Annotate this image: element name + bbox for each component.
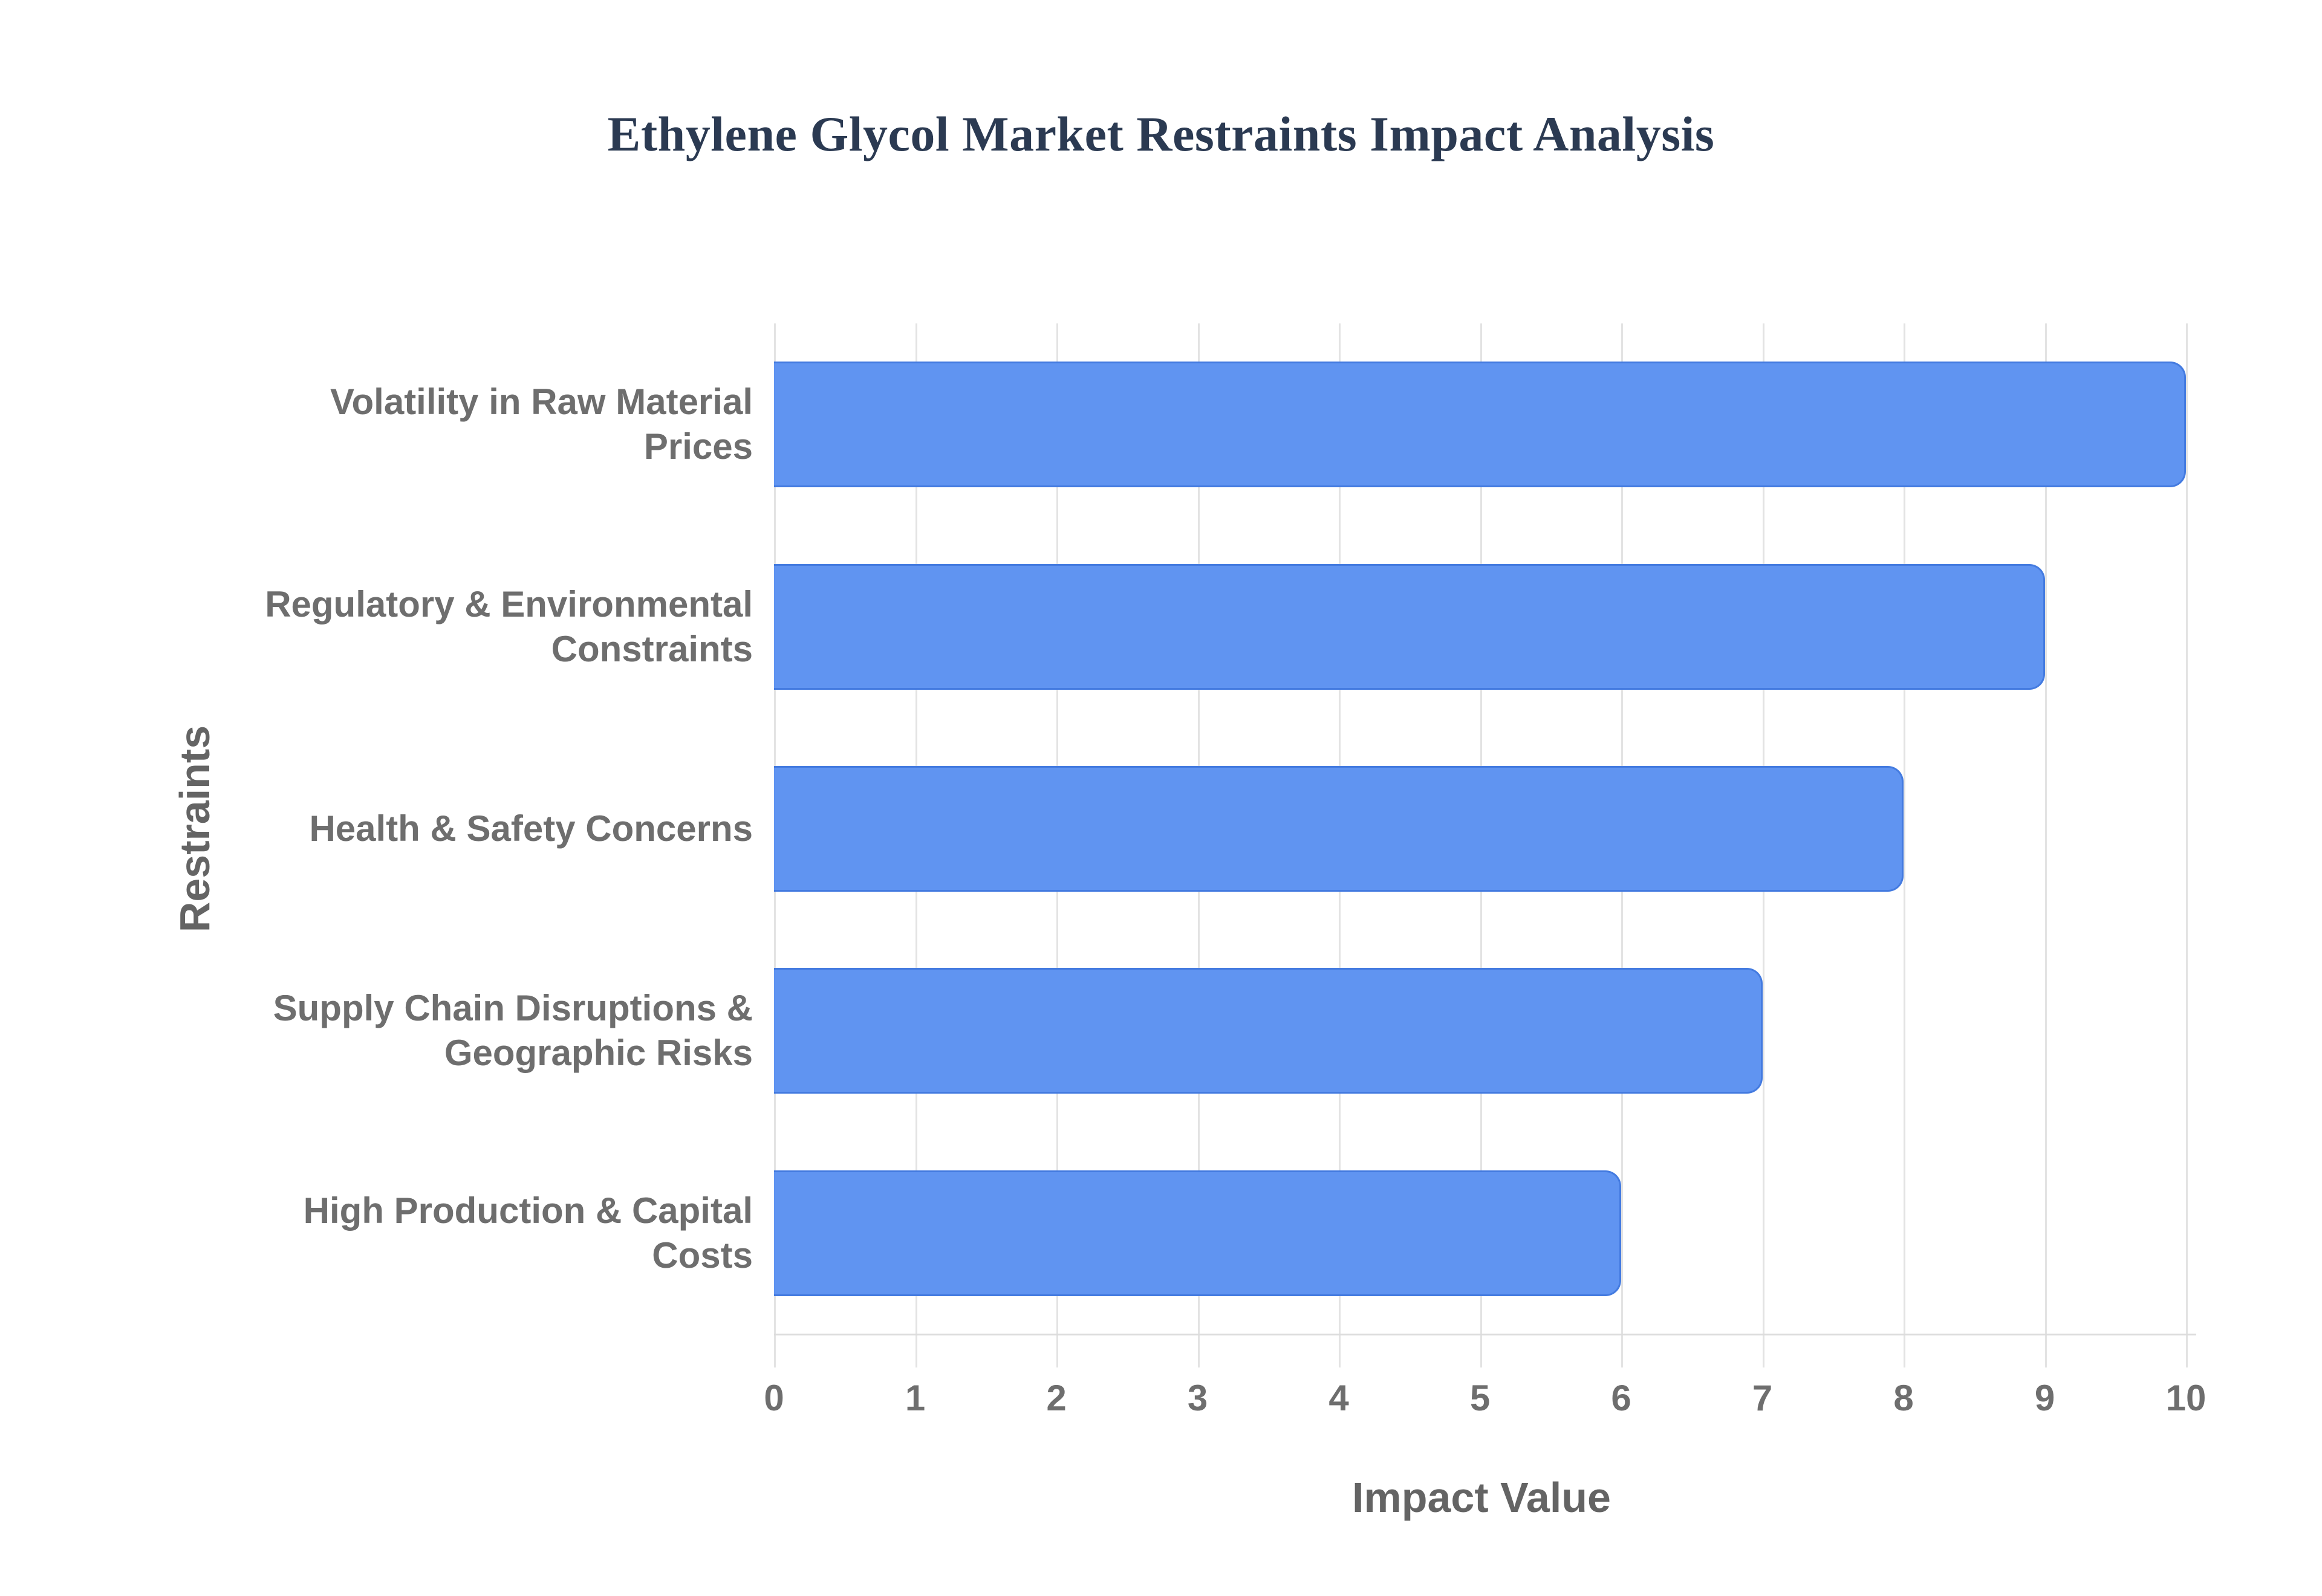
x-axis-title: Impact Value [1352,1474,1611,1521]
x-tick-label: 4 [1328,1378,1349,1418]
category-label: Volatility in Raw Material Prices [330,381,753,467]
category-label: High Production & Capital Costs [303,1190,753,1276]
chart-title: Ethylene Glycol Market Restraints Impact… [607,106,1715,161]
bar [774,362,2186,488]
x-tick-label: 1 [905,1378,926,1418]
y-axis-title: Restraints [171,725,218,933]
x-tick-label: 5 [1469,1378,1491,1418]
x-tick-label: 10 [2165,1378,2207,1418]
gridline [1904,323,1905,1367]
bar [774,766,1904,892]
bar [774,1170,1621,1296]
x-tick-label: 8 [1893,1378,1914,1418]
x-tick-label: 0 [764,1378,784,1418]
category-axis-labels: Volatility in Raw Material Prices Regulat… [251,323,753,1334]
bar [774,968,1763,1094]
x-tick-label: 7 [1752,1378,1773,1418]
category-label: Regulatory & Environmental Constraints [265,583,753,669]
bar [774,563,2045,690]
x-axis-line [774,1334,2196,1335]
gridline [2186,323,2188,1367]
x-tick-label: 2 [1046,1378,1067,1418]
x-tick-label: 9 [2034,1378,2055,1418]
plot-area [774,323,2196,1367]
category-label: Supply Chain Disruptions & Geographic Ri… [273,988,753,1074]
gridline [2044,323,2047,1367]
x-tick-label: 6 [1611,1378,1631,1418]
x-tick-label: 3 [1187,1378,1208,1418]
category-label: Health & Safety Concerns [309,808,753,849]
